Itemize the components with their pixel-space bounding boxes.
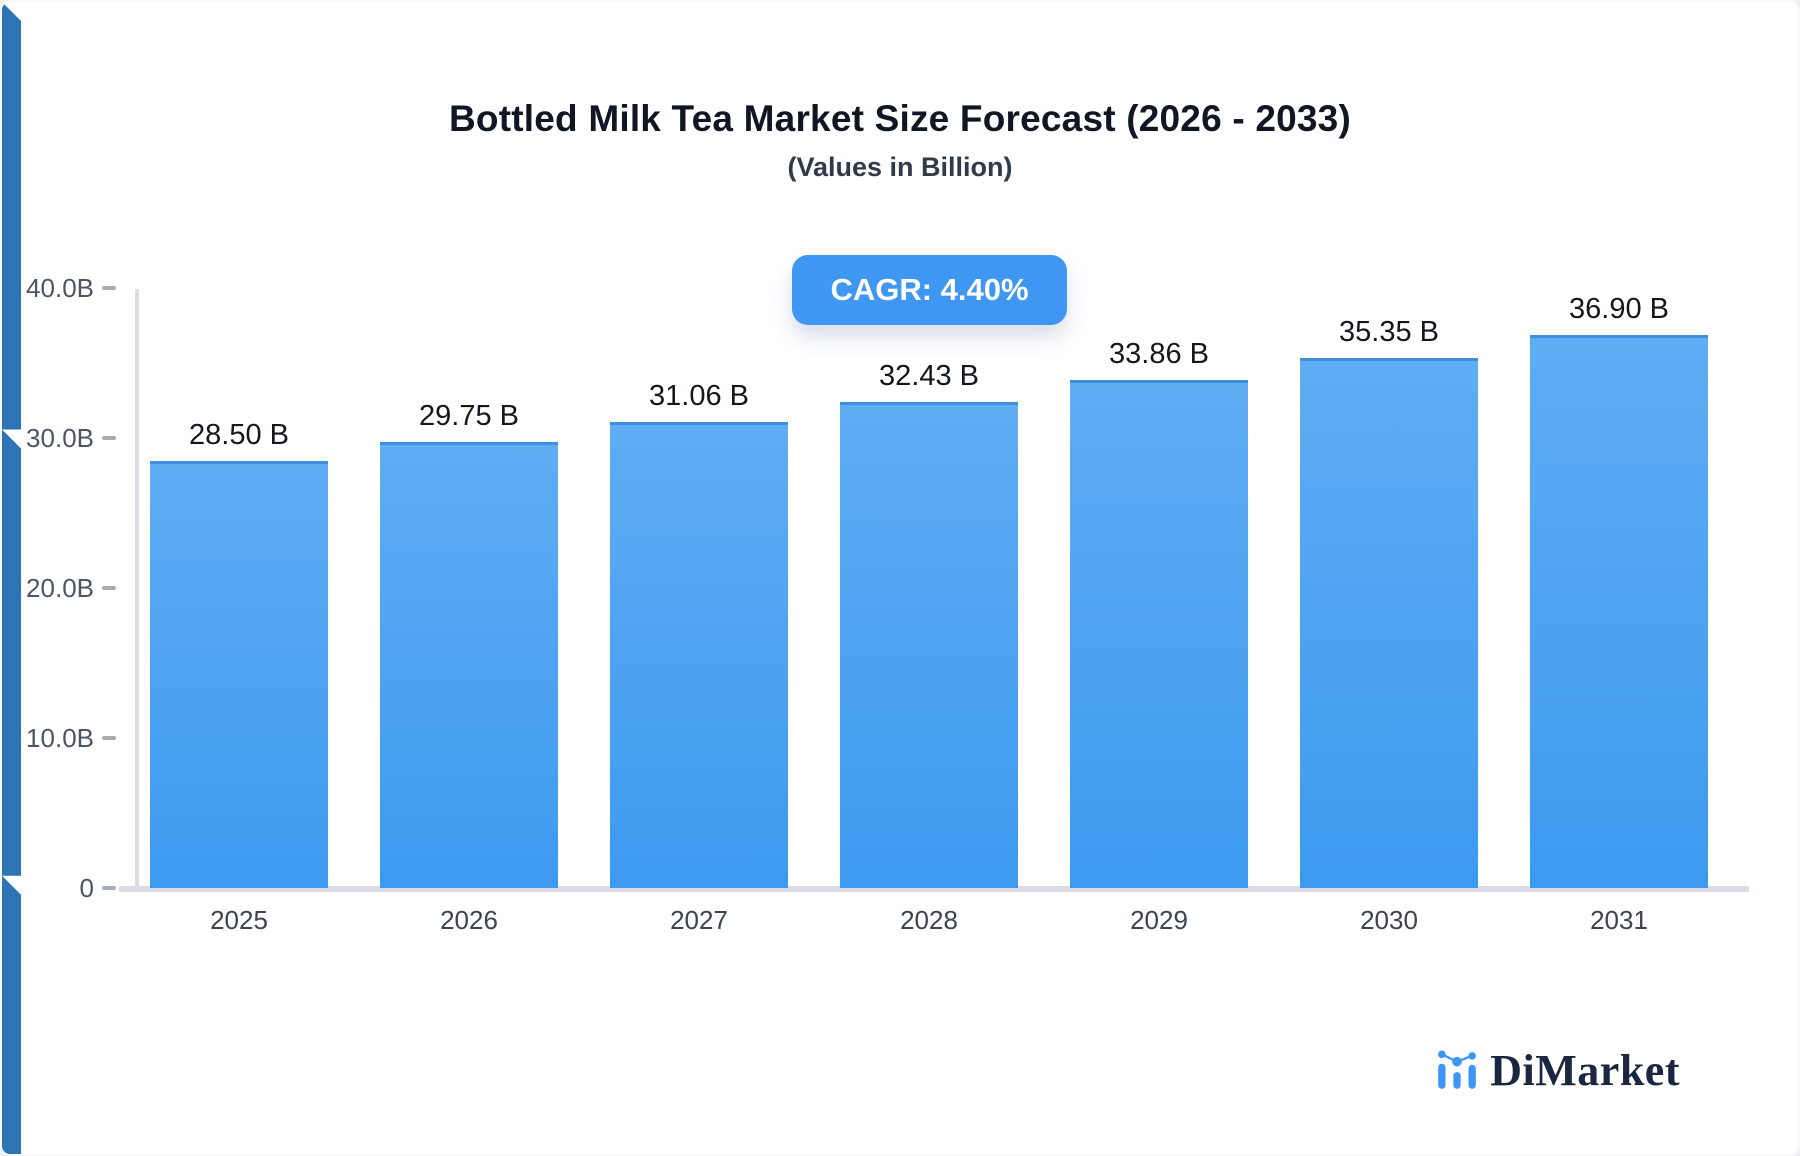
bar-value-label: 29.75 B <box>419 399 519 432</box>
bar-2030 <box>1300 357 1478 888</box>
brand-logo: DiMarket <box>1434 1042 1680 1098</box>
y-axis-line <box>135 289 139 892</box>
x-axis-baseline <box>119 886 1749 892</box>
y-axis-tick-label: 20.0B <box>26 573 94 603</box>
y-axis-tick-label: 30.0B <box>26 423 94 453</box>
bar-value-label: 33.86 B <box>1109 338 1209 371</box>
chart-title: Bottled Milk Tea Market Size Forecast (2… <box>449 98 1351 139</box>
bar-value-label: 28.50 B <box>189 418 289 451</box>
brand-logo-text: DiMarket <box>1490 1045 1680 1095</box>
mini-bar-chart-icon <box>1438 1050 1477 1089</box>
bar-2025 <box>150 460 328 888</box>
cagr-badge: CAGR: 4.40% <box>792 255 1067 325</box>
bar-value-label: 36.90 B <box>1569 292 1669 325</box>
bar-2028 <box>840 401 1018 888</box>
bar-value-label: 31.06 B <box>649 380 749 413</box>
y-axis-tick-label: 0 <box>79 873 94 903</box>
chart-subtitle: (Values in Billion) <box>787 152 1013 182</box>
y-axis-tick-mark <box>102 436 116 440</box>
bar-2031 <box>1530 334 1708 888</box>
bar-side-2027 <box>2 875 21 1154</box>
bar-2027 <box>610 422 788 888</box>
x-axis-category-label: 2030 <box>1360 905 1418 935</box>
bar-2029 <box>1070 380 1248 888</box>
x-axis-category-label: 2026 <box>440 905 498 935</box>
x-axis-category-label: 2025 <box>210 905 268 935</box>
bar-value-label: 35.35 B <box>1339 315 1439 348</box>
bar-side-2025 <box>2 2 21 430</box>
y-axis-tick-mark <box>102 736 116 740</box>
y-axis-tick-label: 40.0B <box>26 273 94 303</box>
y-axis-tick-mark <box>102 286 116 290</box>
y-axis-tick-mark <box>102 586 116 590</box>
bar-value-label: 32.43 B <box>879 359 979 392</box>
y-axis-tick-label: 10.0B <box>26 723 94 753</box>
x-axis-category-label: 2031 <box>1590 905 1648 935</box>
x-axis-category-label: 2028 <box>900 905 958 935</box>
x-axis-category-label: 2029 <box>1130 905 1188 935</box>
bar-2026 <box>380 441 558 888</box>
x-axis-category-label: 2027 <box>670 905 728 935</box>
bar-side-2026 <box>2 429 21 876</box>
y-axis-tick-mark <box>102 886 116 890</box>
